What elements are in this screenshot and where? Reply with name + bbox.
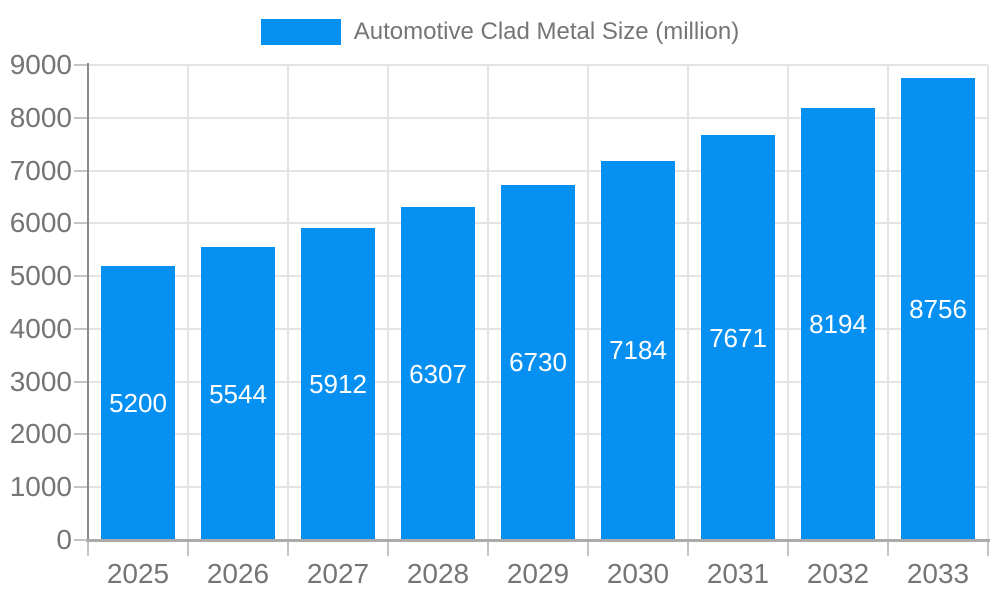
v-gridline <box>387 65 389 540</box>
bar <box>901 77 975 540</box>
bar <box>401 207 475 540</box>
x-axis-tick-label: 2025 <box>106 558 170 589</box>
x-axis-tick <box>87 540 89 556</box>
v-gridline <box>187 65 189 540</box>
x-axis-tick <box>187 540 189 556</box>
x-axis-tick <box>587 540 589 556</box>
y-axis-tick-label: 2000 <box>9 418 72 450</box>
y-axis-tick-label: 6000 <box>9 207 72 239</box>
x-axis-tick <box>687 540 689 556</box>
x-axis-tick <box>987 540 989 556</box>
x-axis-tick <box>787 540 789 556</box>
x-axis-tick <box>387 540 389 556</box>
x-axis-tick-label: 2028 <box>406 558 470 589</box>
legend[interactable]: Automotive Clad Metal Size (million) <box>0 16 1000 48</box>
y-axis-tick-label: 0 <box>56 524 72 555</box>
bar <box>101 265 175 540</box>
bar-value-label: 7184 <box>609 335 667 366</box>
y-axis-tick-label: 9000 <box>9 49 72 80</box>
bar-value-label: 7671 <box>709 322 767 353</box>
x-axis-tick-label: 2026 <box>206 558 270 589</box>
x-axis-tick-label: 2029 <box>506 558 570 589</box>
h-gridline <box>88 116 988 119</box>
y-axis-tick <box>74 539 88 541</box>
y-axis-tick <box>74 64 88 66</box>
y-axis-tick <box>74 169 88 172</box>
x-axis-tick <box>287 540 289 556</box>
bar-value-label: 6730 <box>509 347 567 378</box>
y-axis-tick-label: 8000 <box>9 101 72 133</box>
y-axis-tick <box>74 327 88 330</box>
y-axis-tick <box>74 433 88 436</box>
x-axis-line <box>86 539 990 542</box>
bar <box>701 135 775 540</box>
x-axis-tick-label: 2031 <box>706 558 770 589</box>
bar <box>601 160 675 540</box>
y-axis-tick <box>74 486 88 489</box>
legend-swatch <box>260 19 341 45</box>
y-axis-tick-label: 1000 <box>9 471 72 503</box>
bar-value-label: 5544 <box>209 378 267 409</box>
bar-value-label: 6307 <box>409 358 467 389</box>
x-axis-tick <box>887 540 889 556</box>
y-axis-tick-label: 5000 <box>9 260 72 292</box>
bar-value-label: 8756 <box>909 293 967 324</box>
h-gridline <box>88 169 988 172</box>
bar-value-label: 5200 <box>109 387 167 418</box>
h-gridline <box>88 64 988 66</box>
bar <box>301 227 375 540</box>
bar <box>801 107 875 540</box>
bar <box>501 184 575 540</box>
v-gridline <box>587 65 589 540</box>
x-axis-tick-label: 2030 <box>606 558 670 589</box>
v-gridline <box>987 65 989 540</box>
y-axis-tick-label: 4000 <box>9 312 72 344</box>
y-axis-tick <box>74 116 88 119</box>
y-axis-tick <box>74 275 88 278</box>
bar <box>201 247 275 540</box>
v-gridline <box>287 65 289 540</box>
x-axis-tick-label: 2033 <box>906 558 970 589</box>
bar-value-label: 5912 <box>309 368 367 399</box>
v-gridline <box>787 65 789 540</box>
y-axis-tick <box>74 222 88 225</box>
y-axis-line <box>87 63 89 540</box>
x-axis-tick-label: 2032 <box>806 558 870 589</box>
y-axis-tick <box>74 380 88 383</box>
v-gridline <box>687 65 689 540</box>
v-gridline <box>487 65 489 540</box>
legend-label: Automotive Clad Metal Size (million) <box>353 18 740 45</box>
y-axis-tick-label: 3000 <box>9 365 72 397</box>
x-axis-tick-label: 2027 <box>306 558 370 589</box>
v-gridline <box>887 65 889 540</box>
x-axis-tick <box>487 540 489 556</box>
y-axis-tick-label: 7000 <box>9 154 72 186</box>
bar-value-label: 8194 <box>809 308 867 339</box>
